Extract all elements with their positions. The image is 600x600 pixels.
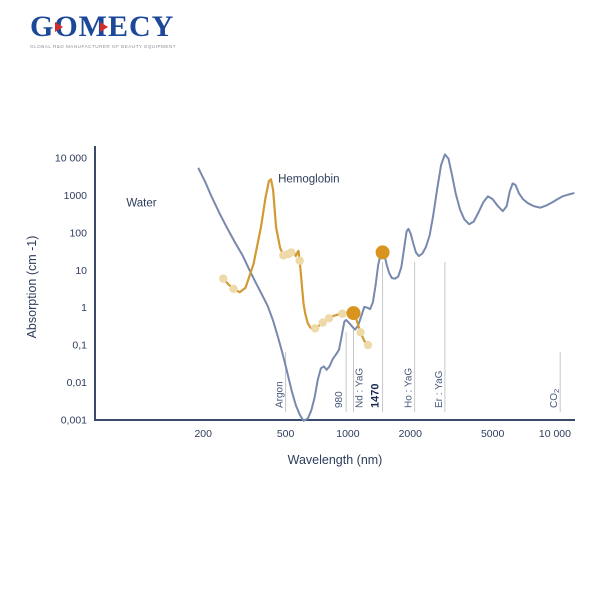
small-wavelength-dot [287,248,296,257]
small-wavelength-dot [363,340,373,350]
logo-accent-triangle-icon [100,22,108,32]
small-wavelength-dot [338,309,347,318]
annotation-water: Water [126,198,156,210]
small-wavelength-dot [219,274,228,283]
small-wavelength-dot [356,328,365,337]
curve-water [197,153,575,422]
reference-label-hoyag: Ho : YaG [404,368,415,408]
y-tick-label: 0,001 [61,415,87,427]
y-tick-label: 10 [75,265,87,277]
small-wavelength-dot [310,324,320,333]
logo-tagline: GLOBAL R&D MANUFACTURER OF BEAUTY EQUIPM… [30,44,177,49]
reference-label-980: 980 [334,391,345,408]
large-wavelength-dot [375,245,390,260]
x-tick-label: 2000 [399,428,423,440]
reference-label-eryag: Er : YaG [434,370,445,408]
logo-accent-triangle-icon [55,22,63,32]
annotation-hemoglobin: Hemoglobin [278,174,339,186]
x-tick-label: 1000 [336,428,360,440]
reference-label-co2: CO2 [549,389,561,408]
x-tick-label: 200 [194,428,212,440]
x-tick-label: 10 000 [539,428,571,440]
x-axis-title: Wavelength (nm) [288,453,383,467]
x-tick-label: 500 [277,428,295,440]
logo: GOMECY GLOBAL R&D MANUFACTURER OF BEAUTY… [30,12,250,50]
x-tick-label: 5000 [481,428,505,440]
labels-layer: Argon 980 Nd : YaG 1470 Ho : YaG Er : YaG CO2 W… [126,174,561,408]
large-wavelength-dot [346,306,361,321]
y-tick-label: 0,1 [72,340,87,352]
small-wavelength-dot [318,318,327,327]
reference-label-argon: Argon [275,381,286,408]
small-wavelength-dot [229,284,238,293]
reference-lines-layer [285,262,561,412]
y-tick-label: 1000 [64,190,88,202]
y-tick-label: 1 [81,302,87,314]
y-tick-label: 100 [69,227,87,239]
y-tick-label: 10 000 [55,153,87,165]
axes-layer: 10 000 1000 100 10 1 0,1 0,01 0,001 200 500 1000 20… [25,146,575,467]
small-wavelength-dot [295,256,304,265]
reference-label-1470: 1470 [370,384,382,408]
y-tick-label: 0,01 [67,377,88,389]
reference-label-ndyag: Nd : YaG [355,368,366,408]
small-wavelength-dot [324,314,334,323]
y-axis-title: Absorption (cm -1) [25,236,39,339]
curves-layer [197,153,575,422]
markers-layer [219,245,390,350]
